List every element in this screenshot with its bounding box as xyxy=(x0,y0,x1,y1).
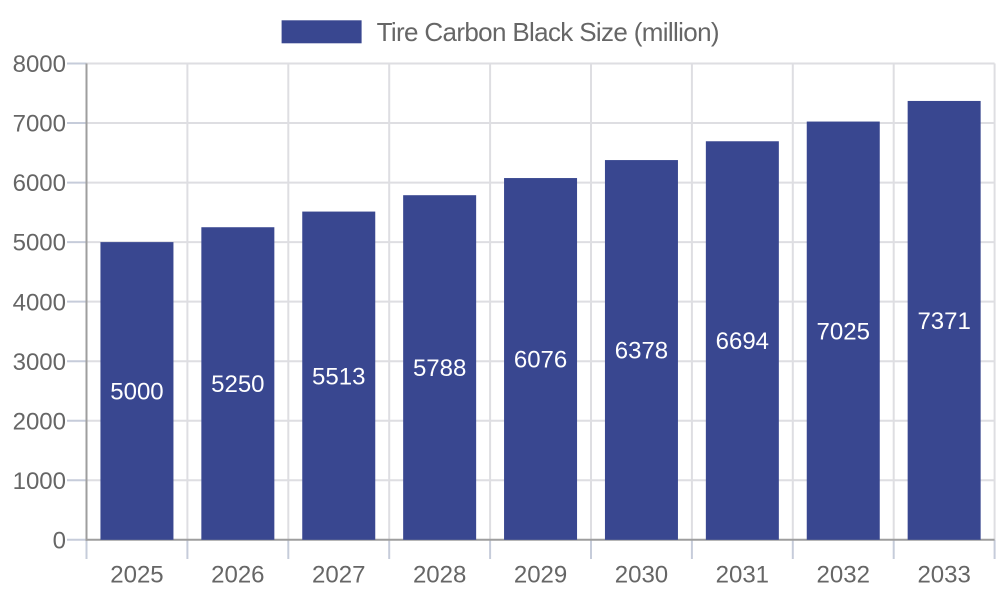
svg-text:7000: 7000 xyxy=(13,111,66,138)
svg-text:5788: 5788 xyxy=(413,355,466,382)
svg-text:2026: 2026 xyxy=(211,561,264,588)
svg-text:2031: 2031 xyxy=(716,561,769,588)
svg-text:2029: 2029 xyxy=(514,561,567,588)
svg-text:2027: 2027 xyxy=(312,561,365,588)
svg-text:5000: 5000 xyxy=(13,230,66,257)
svg-text:7025: 7025 xyxy=(817,318,870,345)
svg-text:8000: 8000 xyxy=(13,51,66,78)
svg-text:4000: 4000 xyxy=(13,289,66,316)
svg-text:5000: 5000 xyxy=(110,379,163,406)
svg-text:5250: 5250 xyxy=(211,371,264,398)
svg-text:2033: 2033 xyxy=(917,561,970,588)
svg-text:2028: 2028 xyxy=(413,561,466,588)
svg-text:6076: 6076 xyxy=(514,347,567,374)
svg-text:2032: 2032 xyxy=(817,561,870,588)
svg-text:6000: 6000 xyxy=(13,170,66,197)
svg-text:7371: 7371 xyxy=(917,308,970,335)
svg-text:1000: 1000 xyxy=(13,468,66,495)
svg-text:6378: 6378 xyxy=(615,338,668,365)
svg-text:2000: 2000 xyxy=(13,408,66,435)
svg-text:2030: 2030 xyxy=(615,561,668,588)
svg-text:0: 0 xyxy=(53,527,66,554)
svg-text:5513: 5513 xyxy=(312,363,365,390)
svg-text:2025: 2025 xyxy=(110,561,163,588)
svg-text:Tire Carbon Black Size (millio: Tire Carbon Black Size (million) xyxy=(377,17,719,47)
svg-text:3000: 3000 xyxy=(13,349,66,376)
svg-text:6694: 6694 xyxy=(716,328,769,355)
